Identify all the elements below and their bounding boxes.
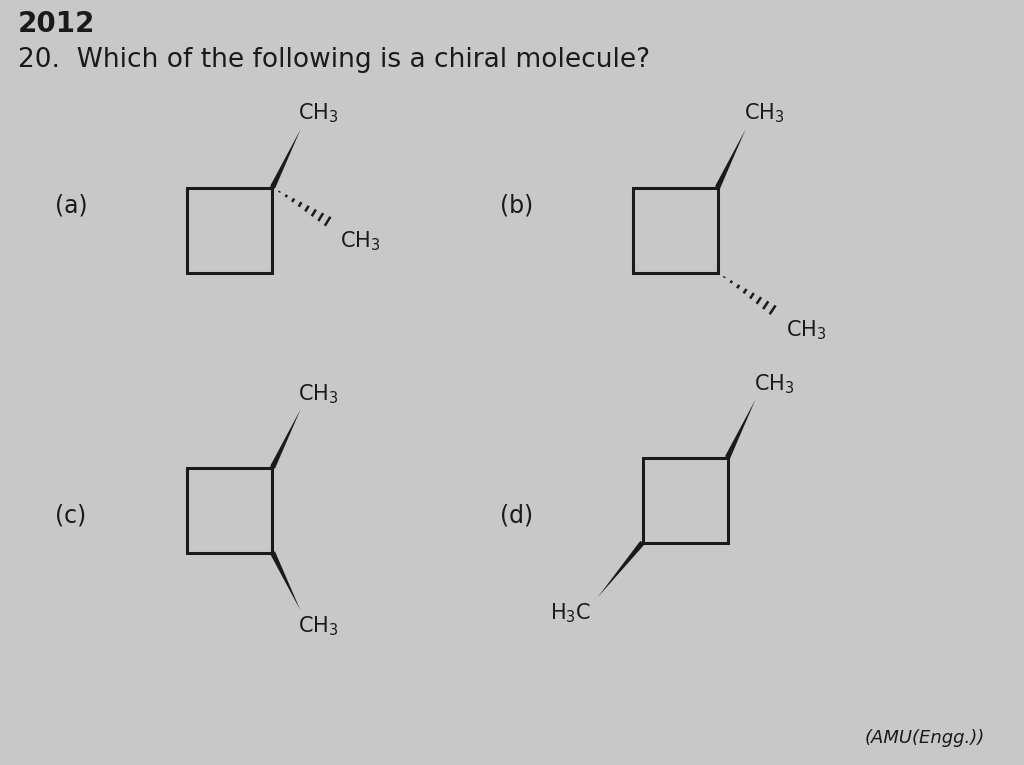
Text: (b): (b) (500, 193, 534, 217)
Polygon shape (715, 129, 745, 189)
Text: CH$_3$: CH$_3$ (785, 318, 826, 342)
Polygon shape (270, 129, 300, 189)
Text: CH$_3$: CH$_3$ (754, 372, 794, 396)
Text: CH$_3$: CH$_3$ (299, 614, 339, 638)
Text: (c): (c) (55, 503, 86, 527)
Polygon shape (597, 541, 645, 597)
Text: (AMU(Engg.)): (AMU(Engg.)) (864, 729, 985, 747)
Text: 20.  Which of the following is a chiral molecule?: 20. Which of the following is a chiral m… (18, 47, 650, 73)
Text: CH$_3$: CH$_3$ (299, 382, 339, 405)
Text: CH$_3$: CH$_3$ (341, 230, 381, 253)
Text: CH$_3$: CH$_3$ (299, 102, 339, 125)
Polygon shape (270, 409, 300, 469)
Text: (d): (d) (500, 503, 534, 527)
Polygon shape (270, 552, 300, 610)
Text: CH$_3$: CH$_3$ (743, 102, 784, 125)
Text: 2012: 2012 (18, 10, 95, 38)
Text: H$_3$C: H$_3$C (550, 601, 592, 625)
Polygon shape (725, 399, 756, 459)
Text: (a): (a) (55, 193, 88, 217)
